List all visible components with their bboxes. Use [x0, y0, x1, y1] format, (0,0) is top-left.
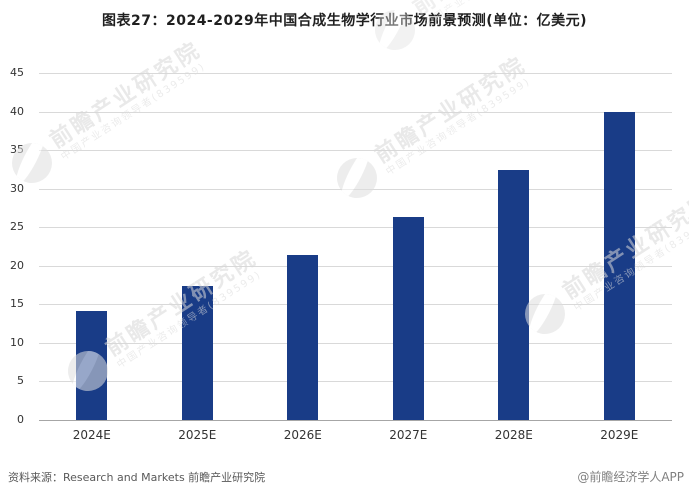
- gridline-45: [39, 73, 672, 74]
- y-tick-label-15: 15: [10, 297, 24, 311]
- y-tick-label-40: 40: [10, 104, 24, 118]
- chart-title: 图表27：2024-2029年中国合成生物学行业市场前景预测(单位：亿美元): [101, 13, 588, 29]
- gridline-25: [39, 227, 672, 229]
- credit-note: @前瞻经济学人APP: [577, 470, 684, 484]
- x-tick-label-2024E: 2024E: [72, 428, 111, 442]
- y-tick-label-20: 20: [10, 258, 24, 272]
- gridline-5: [39, 381, 672, 383]
- y-tick-label-25: 25: [10, 220, 24, 234]
- footer: 资料来源：Research and Markets 前瞻产业研究院 @前瞻经济学…: [0, 469, 689, 485]
- gridline-20: [39, 265, 672, 267]
- x-tick-label-2026E: 2026E: [283, 428, 322, 442]
- y-tick-label-30: 30: [10, 181, 24, 195]
- y-axis: 0 5 10 15 20 25 30 35 40 45: [0, 67, 26, 426]
- plot-area: [39, 73, 672, 421]
- bar-2027E: [392, 217, 424, 420]
- bar-2024E: [76, 310, 108, 420]
- gridline-30: [39, 188, 672, 190]
- y-tick-label-5: 5: [17, 374, 24, 388]
- x-tick-label-2025E: 2025E: [178, 428, 217, 442]
- source-note: 资料来源：Research and Markets 前瞻产业研究院: [8, 469, 265, 485]
- x-tick-label-2028E: 2028E: [494, 428, 533, 442]
- gridline-40: [39, 111, 672, 113]
- x-tick-label-2027E: 2027E: [389, 428, 428, 442]
- y-tick-label-45: 45: [10, 66, 24, 79]
- bar-2028E: [498, 170, 530, 420]
- gridline-35: [39, 150, 672, 152]
- y-tick-label-0: 0: [17, 413, 24, 426]
- y-tick-label-10: 10: [10, 335, 24, 349]
- bar-2025E: [181, 285, 213, 420]
- source-text: Research and Markets 前瞻产业研究院: [63, 471, 266, 484]
- gridline-15: [39, 304, 672, 306]
- x-tick-label-2029E: 2029E: [600, 428, 639, 442]
- gridline-10: [39, 342, 672, 344]
- bar-2029E: [603, 111, 635, 420]
- y-tick-label-35: 35: [10, 143, 24, 157]
- source-label: 资料来源：: [8, 471, 63, 484]
- bar-2026E: [287, 254, 319, 420]
- x-axis: 2024E 2025E 2026E 2027E 2028E 2029E: [39, 428, 672, 446]
